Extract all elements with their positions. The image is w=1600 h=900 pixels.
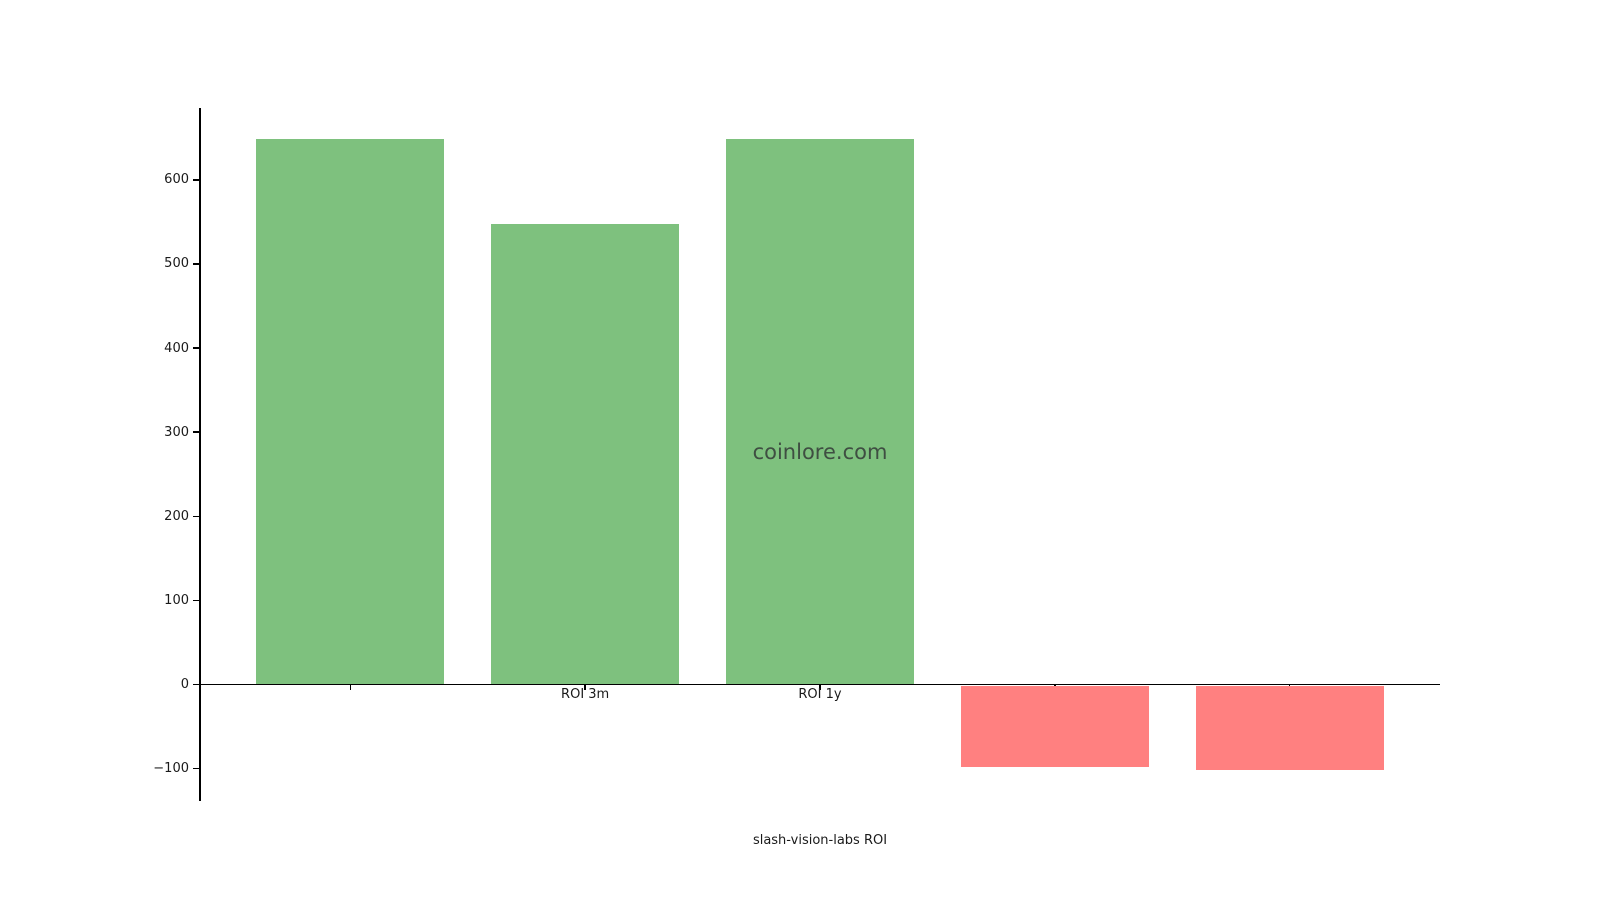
y-tick-label: 500 [164,256,189,272]
roi-bar-positive [256,138,445,685]
x-tick-mark [819,684,821,690]
y-tick-mark [193,179,200,181]
x-axis-title: slash-vision-labs ROI [752,833,888,848]
y-tick-label: 300 [164,424,189,440]
y-tick-mark [193,599,200,602]
y-tick-mark [193,767,200,770]
y-tick-label: 0 [180,677,189,692]
y-tick-mark [193,431,200,433]
y-tick-label: 200 [164,508,189,524]
x-tick-label: ROI 3m [561,686,610,702]
y-tick-mark [193,683,200,686]
y-tick-mark [193,515,200,517]
x-tick-mark [584,684,586,690]
y-tick-mark [193,347,200,349]
y-tick-label: 100 [164,592,189,608]
roi-bar-negative [1195,685,1384,770]
x-tick-label: ROI 1y [798,686,842,702]
roi-bar-positive [491,224,680,685]
y-axis-spine [199,108,201,801]
roi-bar-positive [726,138,914,685]
y-tick-label: 600 [164,172,189,188]
roi-bar-negative [960,685,1149,767]
x-tick-mark [349,684,351,690]
y-tick-label: 400 [164,340,189,356]
y-tick-mark [193,263,200,265]
watermark: coinlore.com [752,440,888,464]
y-tick-label: −100 [153,761,189,777]
